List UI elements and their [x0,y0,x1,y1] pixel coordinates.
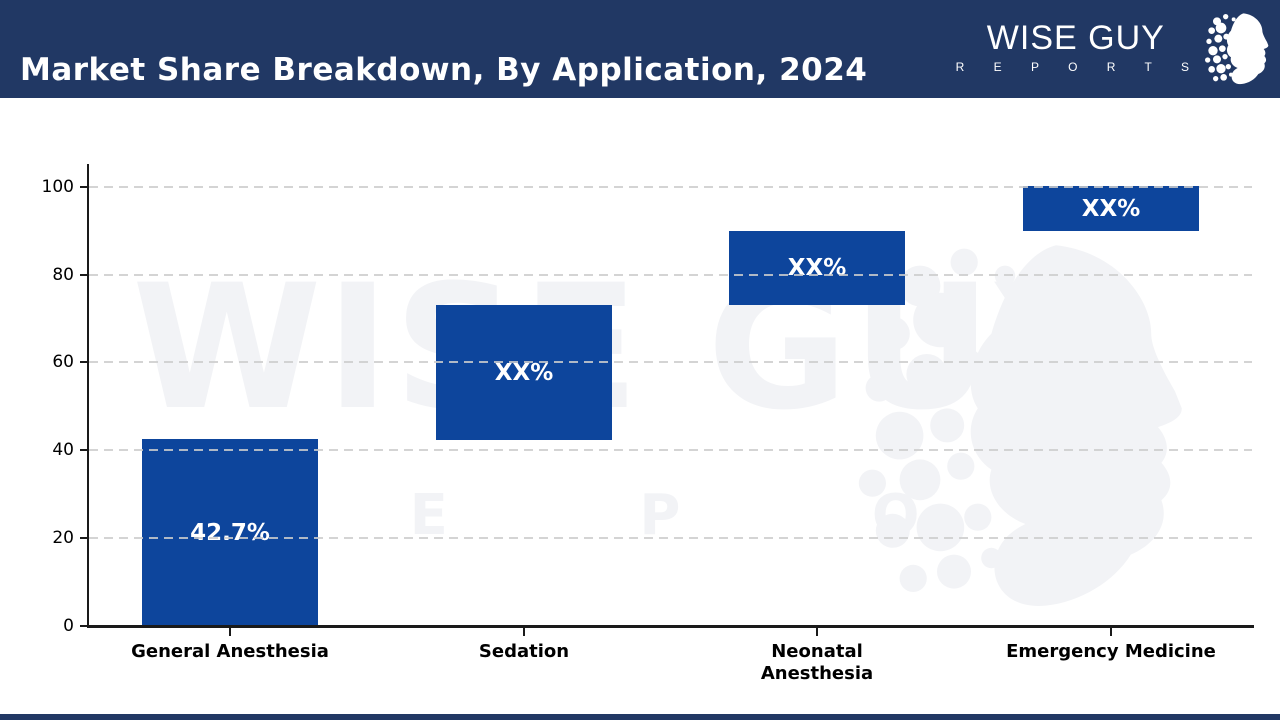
header-bar: Market Share Breakdown, By Application, … [0,0,1280,98]
logo-wordmark: WISE GUY [986,19,1165,57]
gridline-20 [89,537,1252,539]
x-label-emergency-medicine: Emergency Medicine [1006,641,1216,662]
bar-value-label: XX% [787,255,847,281]
gridline-100 [89,186,1252,188]
y-tick-label-60: 60 [52,352,74,372]
wiseguy-logo: WISE GUY R E P O R T S [956,6,1272,92]
bar-value-label: 42.7% [190,519,270,546]
logo-subtext: R E P O R T S [955,60,1202,74]
y-tick-label-80: 80 [52,265,74,285]
y-tickmark [80,625,88,627]
footer-accent-bar [0,714,1280,720]
bar-emergency-medicine: XX% [1023,186,1199,231]
gridline-60 [89,361,1252,363]
bar-value-label: XX% [494,359,554,386]
y-tickmark [80,361,88,363]
watermark-wordmark: WISE GUY [132,247,1125,448]
x-axis-spine [87,625,1254,628]
x-label-neonatal-anesthesia: Neonatal Anesthesia [760,641,874,684]
y-tickmark [80,274,88,276]
bar-neonatal-anesthesia: XX% [729,231,905,305]
bar-value-label: XX% [1081,195,1141,222]
bar-sedation: XX% [436,305,612,440]
y-tickmark [80,186,88,188]
waterfall-chart: WISE GUY R E P O R T S 42.7% XX% XX% XX% [0,98,1280,712]
y-axis-spine [87,164,89,628]
y-tick-label-20: 20 [52,528,74,548]
x-tickmark [229,628,231,636]
chart-title: Market Share Breakdown, By Application, … [20,51,868,88]
x-label-general-anesthesia: General Anesthesia [131,641,329,662]
logo-text: WISE GUY R E P O R T S [950,20,1202,75]
x-tickmark [816,628,818,636]
gridline-80 [89,274,1252,276]
x-label-sedation: Sedation [478,641,570,662]
x-tickmark [523,628,525,636]
y-tickmark [80,449,88,451]
x-tickmark [1110,628,1112,636]
gridline-40 [89,449,1252,451]
y-tickmark [80,537,88,539]
logo-head-icon [1205,13,1269,85]
y-tick-label-0: 0 [63,616,74,636]
y-tick-label-40: 40 [52,440,74,460]
bar-general-anesthesia: 42.7% [142,439,318,626]
y-tick-label-100: 100 [41,177,74,197]
